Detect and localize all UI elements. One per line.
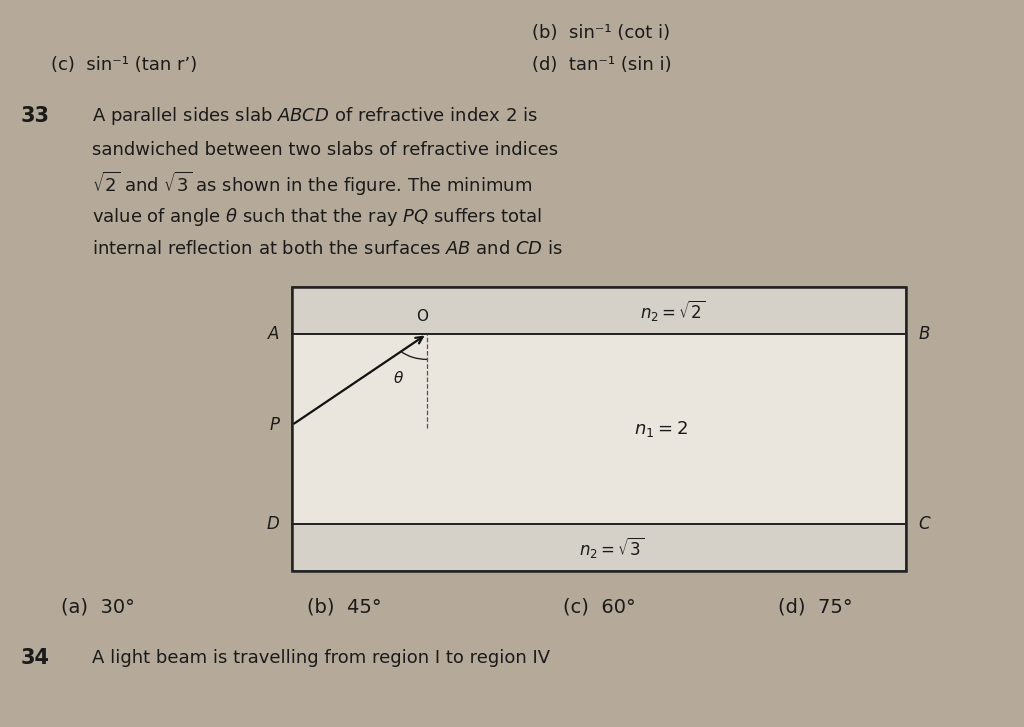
Text: value of angle $\theta$ such that the ray $PQ$ suffers total: value of angle $\theta$ such that the ra… [92,206,542,228]
Text: (c)  sin⁻¹ (tan r’): (c) sin⁻¹ (tan r’) [51,57,198,74]
Text: B: B [919,325,930,343]
Text: C: C [919,515,930,533]
Text: D: D [267,515,280,533]
Text: (d)  75°: (d) 75° [778,598,853,616]
Bar [292,287,906,334]
Text: $n_2 = \sqrt{2}$: $n_2 = \sqrt{2}$ [640,298,706,323]
Text: $\theta$: $\theta$ [393,369,403,385]
Bar [292,524,906,571]
Bar [292,287,906,571]
Text: 33: 33 [20,106,49,126]
Text: sandwiched between two slabs of refractive indices: sandwiched between two slabs of refracti… [92,142,558,159]
Text: A light beam is travelling from region I to region IV: A light beam is travelling from region I… [92,649,550,667]
Text: 34: 34 [20,648,49,668]
Text: (a)  30°: (a) 30° [61,598,135,616]
Text: A parallel sides slab $ABCD$ of refractive index 2 is: A parallel sides slab $ABCD$ of refracti… [92,105,538,127]
Text: (b)  sin⁻¹ (cot i): (b) sin⁻¹ (cot i) [532,24,671,41]
Text: (c)  60°: (c) 60° [563,598,636,616]
Text: (b)  45°: (b) 45° [307,598,382,616]
Text: (d)  tan⁻¹ (sin i): (d) tan⁻¹ (sin i) [532,57,672,74]
Text: $\sqrt{2}$ and $\sqrt{3}$ as shown in the figure. The minimum: $\sqrt{2}$ and $\sqrt{3}$ as shown in th… [92,170,532,198]
Text: O: O [416,310,428,324]
Text: $n_2 = \sqrt{3}$: $n_2 = \sqrt{3}$ [579,535,644,560]
Text: $n_1 = 2$: $n_1 = 2$ [634,419,687,439]
Text: A: A [268,325,280,343]
Text: internal reflection at both the surfaces $AB$ and $CD$ is: internal reflection at both the surfaces… [92,241,563,258]
Text: P: P [269,416,280,434]
Bar [292,334,906,524]
